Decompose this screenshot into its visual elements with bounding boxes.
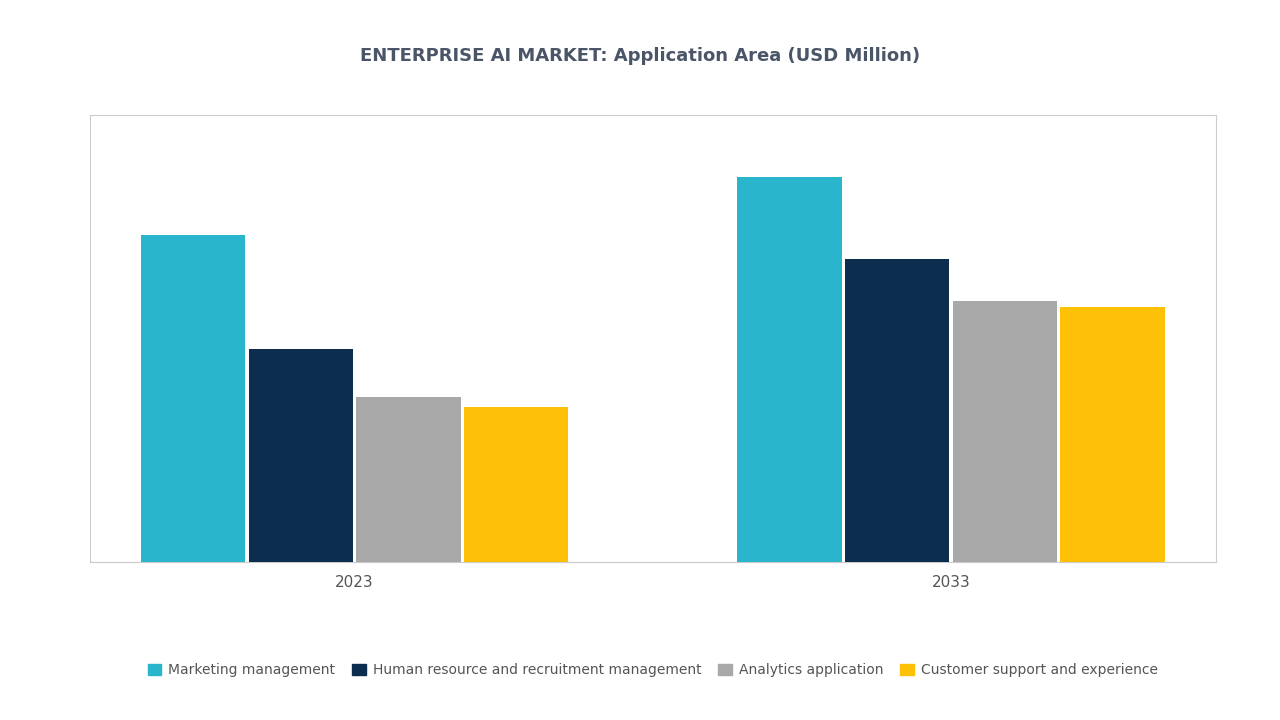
Bar xyxy=(952,301,1057,562)
Text: ENTERPRISE AI MARKET: Application Area (USD Million): ENTERPRISE AI MARKET: Application Area (… xyxy=(360,47,920,65)
Bar xyxy=(1060,307,1165,562)
Bar xyxy=(737,177,842,562)
Legend: Marketing management, Human resource and recruitment management, Analytics appli: Marketing management, Human resource and… xyxy=(142,658,1164,683)
Bar xyxy=(90,115,1216,562)
Bar xyxy=(463,407,568,562)
Bar xyxy=(141,235,246,562)
Bar xyxy=(356,397,461,562)
Bar xyxy=(248,348,353,562)
Bar xyxy=(845,259,950,562)
